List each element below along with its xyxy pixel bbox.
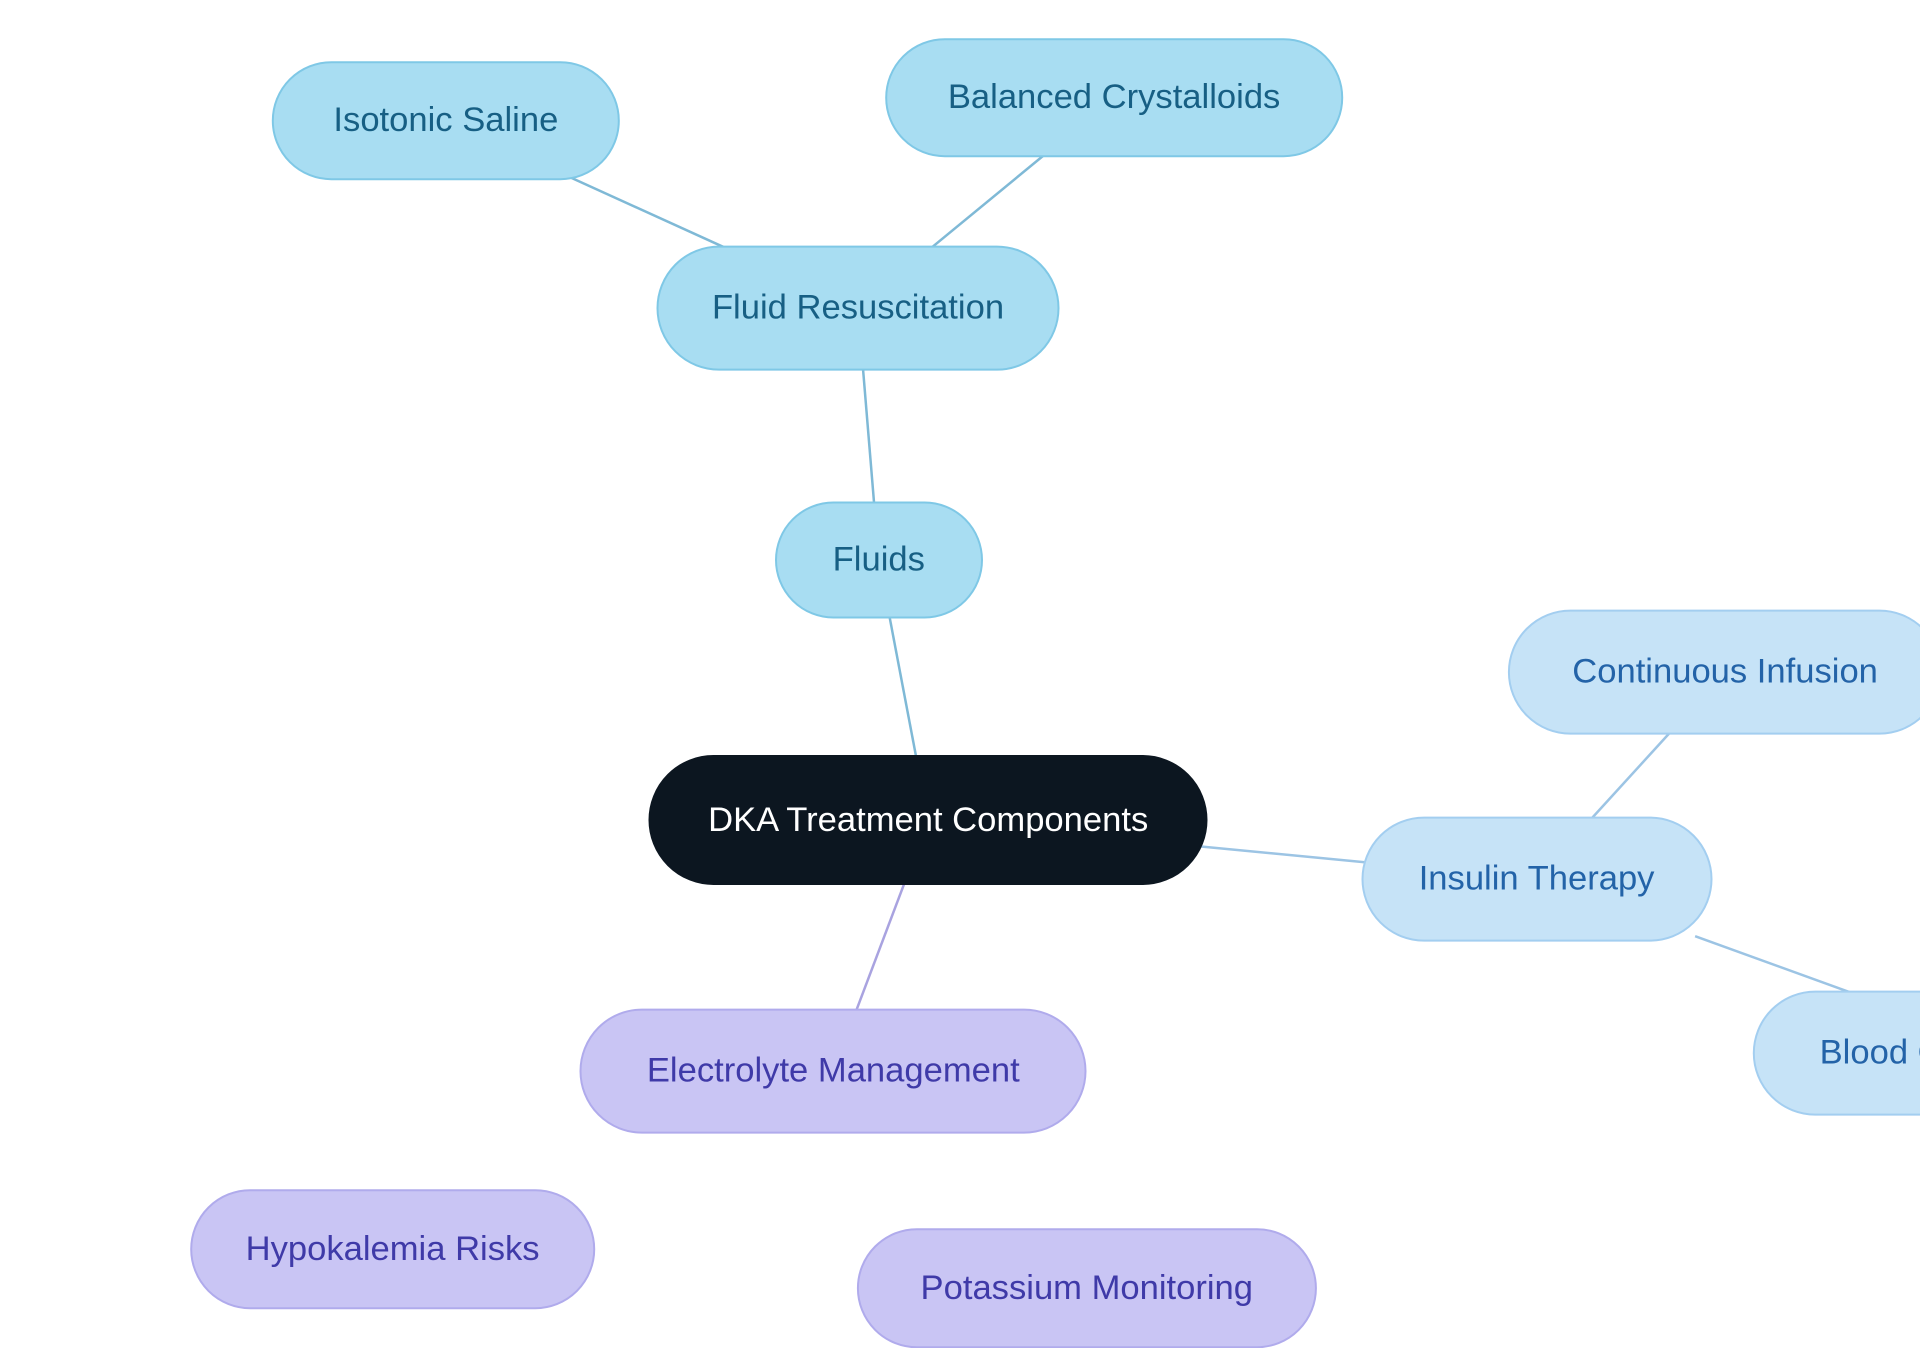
node-balanced: Balanced Crystalloids bbox=[885, 38, 1343, 158]
edge-root-fluids bbox=[889, 614, 917, 760]
node-isotonic: Isotonic Saline bbox=[272, 61, 620, 181]
node-label: Fluids bbox=[833, 541, 925, 580]
node-fluid_resus: Fluid Resuscitation bbox=[657, 246, 1060, 371]
edge-fluid_resus-isotonic bbox=[567, 176, 732, 251]
node-label: Electrolyte Management bbox=[647, 1052, 1020, 1091]
node-hypokalemia: Hypokalemia Risks bbox=[190, 1190, 596, 1310]
node-label: Fluid Resuscitation bbox=[712, 289, 1004, 328]
node-label: Hypokalemia Risks bbox=[246, 1230, 540, 1269]
node-bgm: Blood Glucose Monitoring bbox=[1752, 991, 1920, 1116]
node-fluids: Fluids bbox=[775, 502, 983, 619]
edge-fluids-fluid_resus bbox=[863, 366, 875, 507]
node-insulin: Insulin Therapy bbox=[1361, 816, 1712, 941]
node-label: Balanced Crystalloids bbox=[948, 78, 1281, 117]
node-label: Continuous Infusion bbox=[1572, 653, 1878, 692]
node-label: Isotonic Saline bbox=[333, 101, 558, 140]
node-label: Blood Glucose Monitoring bbox=[1820, 1033, 1920, 1072]
edge-insulin-continuous bbox=[1589, 730, 1673, 822]
node-label: Potassium Monitoring bbox=[921, 1269, 1253, 1308]
node-potassium: Potassium Monitoring bbox=[857, 1229, 1317, 1348]
node-label: Insulin Therapy bbox=[1419, 859, 1655, 898]
edge-insulin-bgm bbox=[1695, 936, 1859, 995]
node-label: DKA Treatment Components bbox=[708, 801, 1148, 840]
edge-fluid_resus-balanced bbox=[928, 153, 1047, 251]
edge-root-electrolyte bbox=[855, 880, 906, 1014]
node-root: DKA Treatment Components bbox=[649, 755, 1208, 885]
edge-root-insulin bbox=[1185, 845, 1375, 863]
node-electrolyte: Electrolyte Management bbox=[580, 1009, 1087, 1134]
node-continuous: Continuous Infusion bbox=[1508, 610, 1920, 735]
